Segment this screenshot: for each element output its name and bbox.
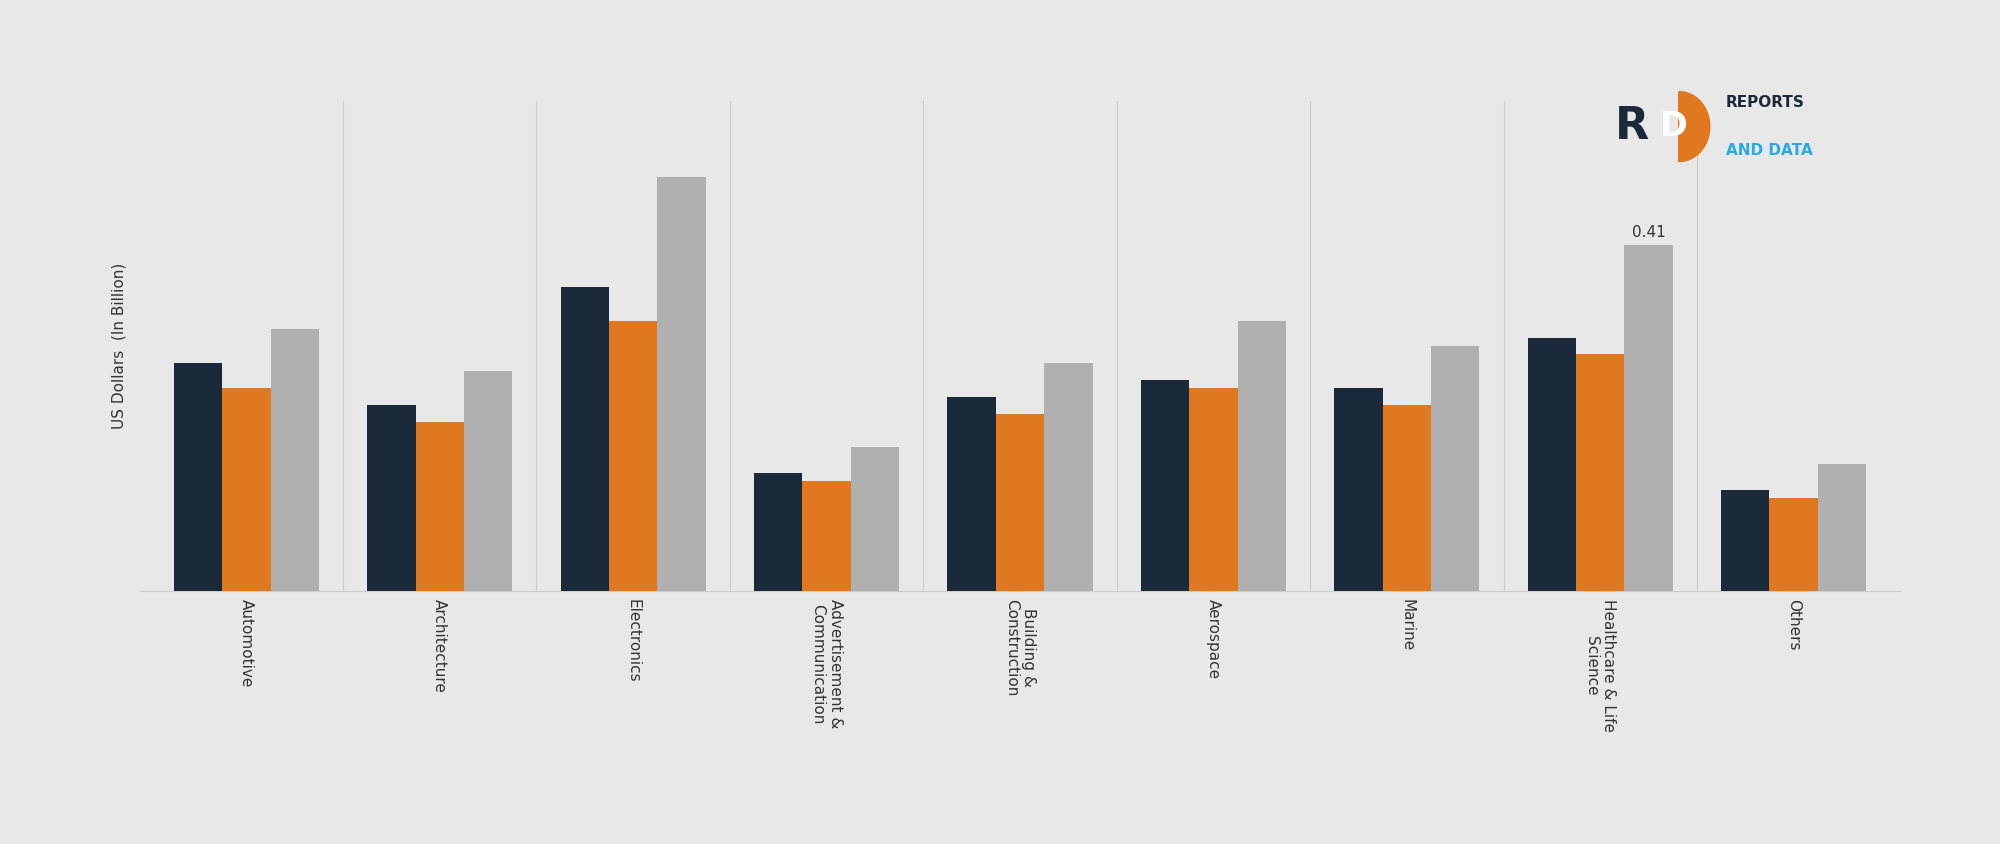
- Bar: [1382, 405, 1430, 591]
- Bar: [1722, 490, 1770, 591]
- Polygon shape: [1680, 92, 1710, 161]
- Bar: [1818, 464, 1866, 591]
- Bar: [1238, 321, 1286, 591]
- Bar: [416, 422, 464, 591]
- Bar: [1190, 388, 1238, 591]
- Bar: [658, 177, 706, 591]
- Text: AND DATA: AND DATA: [1726, 143, 1812, 159]
- Bar: [1044, 363, 1092, 591]
- Text: D: D: [1660, 110, 1688, 143]
- Y-axis label: US Dollars  (In Billion): US Dollars (In Billion): [112, 263, 126, 429]
- Bar: [560, 287, 610, 591]
- Bar: [1334, 388, 1382, 591]
- Bar: [270, 329, 318, 591]
- Bar: [368, 405, 416, 591]
- Bar: [802, 481, 850, 591]
- Bar: [996, 414, 1044, 591]
- Bar: [1624, 245, 1672, 591]
- Bar: [464, 371, 512, 591]
- Bar: [1576, 354, 1624, 591]
- Bar: [174, 363, 222, 591]
- Bar: [222, 388, 270, 591]
- Bar: [1140, 380, 1190, 591]
- Bar: [1430, 346, 1480, 591]
- Bar: [610, 321, 658, 591]
- Bar: [1528, 338, 1576, 591]
- Bar: [1770, 498, 1818, 591]
- Bar: [754, 473, 802, 591]
- Bar: [948, 397, 996, 591]
- Bar: [850, 447, 900, 591]
- Text: REPORTS: REPORTS: [1726, 95, 1804, 110]
- Text: 0.41: 0.41: [1632, 225, 1666, 240]
- Text: R: R: [1616, 106, 1650, 148]
